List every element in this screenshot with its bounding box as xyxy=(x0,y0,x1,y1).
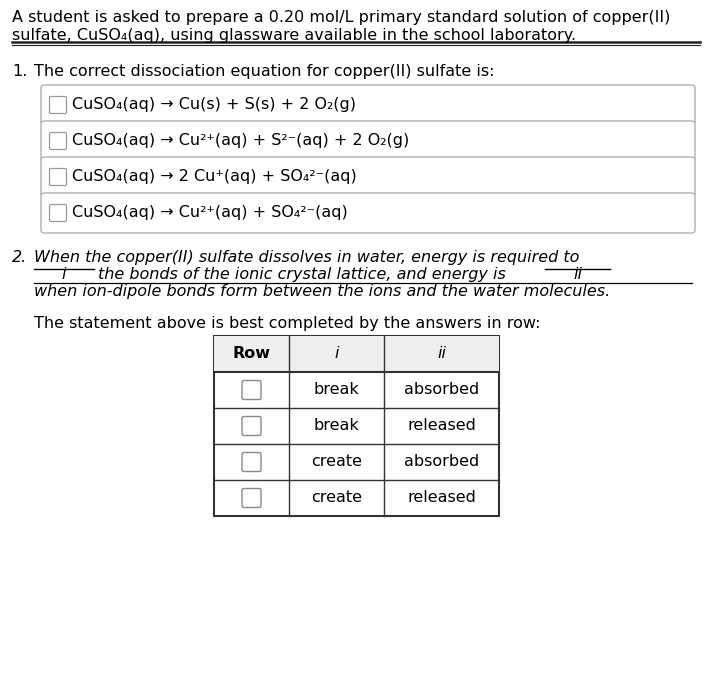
Text: CuSO₄(aq) → Cu²⁺(aq) + SO₄²⁻(aq): CuSO₄(aq) → Cu²⁺(aq) + SO₄²⁻(aq) xyxy=(72,206,348,220)
Text: i: i xyxy=(62,267,66,282)
Text: CuSO₄(aq) → Cu(s) + S(s) + 2 O₂(g): CuSO₄(aq) → Cu(s) + S(s) + 2 O₂(g) xyxy=(72,97,356,113)
Text: sulfate, CuSO₄(aq), using glassware available in the school laboratory.: sulfate, CuSO₄(aq), using glassware avai… xyxy=(12,28,576,43)
Text: break: break xyxy=(314,382,359,398)
Text: 2.: 2. xyxy=(12,250,27,265)
Text: The correct dissociation equation for copper(II) sulfate is:: The correct dissociation equation for co… xyxy=(34,64,495,79)
Text: released: released xyxy=(407,491,476,505)
Text: create: create xyxy=(311,454,362,470)
FancyBboxPatch shape xyxy=(49,132,66,150)
FancyBboxPatch shape xyxy=(49,204,66,221)
Text: when ion-dipole bonds form between the ions and the water molecules.: when ion-dipole bonds form between the i… xyxy=(34,284,610,299)
Text: released: released xyxy=(407,419,476,433)
Text: absorbed: absorbed xyxy=(404,382,479,398)
Text: CuSO₄(aq) → 2 Cu⁺(aq) + SO₄²⁻(aq): CuSO₄(aq) → 2 Cu⁺(aq) + SO₄²⁻(aq) xyxy=(72,169,356,185)
Text: Row: Row xyxy=(232,346,270,361)
Text: absorbed: absorbed xyxy=(404,454,479,470)
Text: When the copper(II) sulfate dissolves in water, energy is required to: When the copper(II) sulfate dissolves in… xyxy=(34,250,580,265)
FancyBboxPatch shape xyxy=(41,121,695,161)
FancyBboxPatch shape xyxy=(242,452,261,472)
Text: ii: ii xyxy=(573,267,582,282)
Bar xyxy=(214,336,499,516)
Text: create: create xyxy=(311,491,362,505)
Bar xyxy=(214,336,499,372)
Text: The statement above is best completed by the answers in row:: The statement above is best completed by… xyxy=(34,316,540,331)
FancyBboxPatch shape xyxy=(242,489,261,508)
FancyBboxPatch shape xyxy=(41,85,695,125)
Text: the bonds of the ionic crystal lattice, and energy is: the bonds of the ionic crystal lattice, … xyxy=(98,267,506,282)
FancyBboxPatch shape xyxy=(49,97,66,113)
Text: A student is asked to prepare a 0.20 mol/L primary standard solution of copper(I: A student is asked to prepare a 0.20 mol… xyxy=(12,10,670,25)
FancyBboxPatch shape xyxy=(49,169,66,186)
Text: 1.: 1. xyxy=(12,64,27,79)
FancyBboxPatch shape xyxy=(41,193,695,233)
Text: break: break xyxy=(314,419,359,433)
Text: ii: ii xyxy=(437,346,446,361)
FancyBboxPatch shape xyxy=(242,381,261,400)
FancyBboxPatch shape xyxy=(242,416,261,435)
Text: i: i xyxy=(334,346,339,361)
Text: CuSO₄(aq) → Cu²⁺(aq) + S²⁻(aq) + 2 O₂(g): CuSO₄(aq) → Cu²⁺(aq) + S²⁻(aq) + 2 O₂(g) xyxy=(72,134,409,148)
FancyBboxPatch shape xyxy=(41,157,695,197)
